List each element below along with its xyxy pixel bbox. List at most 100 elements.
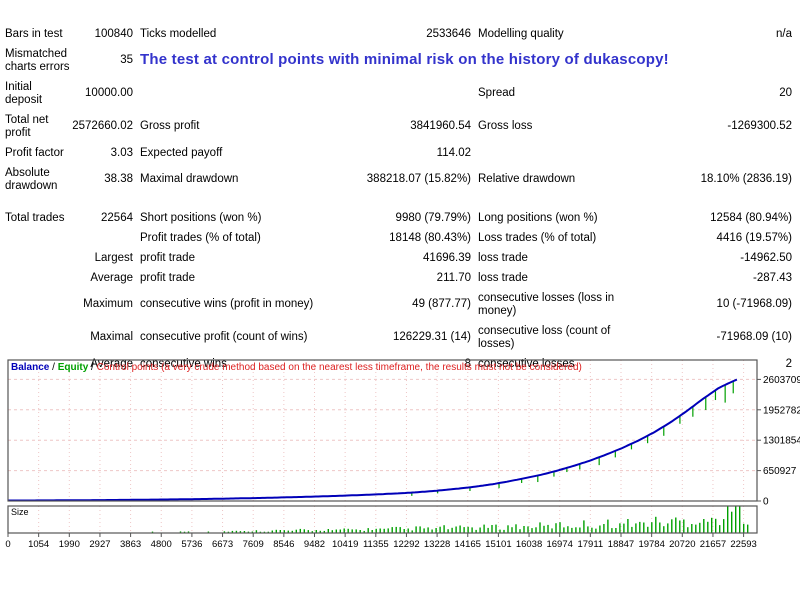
stat-label: Total net profit	[5, 113, 49, 139]
x-axis-label: 7609	[243, 539, 264, 550]
x-axis-label: 16038	[516, 539, 542, 550]
size-bar	[283, 530, 285, 533]
stat-value	[338, 77, 471, 110]
size-bar	[351, 529, 353, 533]
stat-value: 18148 (80.43%)	[389, 231, 471, 244]
size-bar	[675, 517, 677, 533]
size-bar	[391, 527, 393, 533]
stat-value: Average	[90, 271, 133, 284]
size-bar	[551, 528, 553, 533]
stat-label: profit trade	[140, 271, 195, 284]
stat-label: consecutive loss (count of losses)	[478, 324, 611, 350]
stat-label: Absolute drawdown	[5, 166, 58, 192]
size-bar	[715, 518, 717, 533]
size-bar	[615, 528, 617, 533]
stat-value: n/a	[776, 27, 792, 40]
size-bar	[547, 524, 549, 533]
report-row: Total net profit 2572660.02 Gross profit 38…	[5, 110, 792, 143]
stat-value: 100840	[94, 27, 133, 40]
size-bar	[235, 530, 238, 533]
stat-value: 114.02	[436, 146, 471, 159]
size-bar	[647, 526, 649, 533]
size-bar	[711, 517, 713, 533]
size-bar	[403, 529, 405, 533]
size-bar	[339, 529, 341, 533]
headline: The test at control points with minimal …	[140, 51, 669, 68]
size-bar	[395, 526, 397, 533]
spacer-row	[5, 196, 792, 208]
size-bar	[703, 519, 705, 533]
size-bar	[367, 528, 369, 533]
x-axis-label: 11355	[363, 539, 389, 550]
stat-value: 4416 (19.57%)	[716, 231, 792, 244]
size-bar	[595, 528, 597, 533]
stat-value: 126229.31 (14)	[392, 331, 471, 343]
size-bar	[487, 527, 489, 533]
size-bar	[423, 528, 425, 533]
x-axis-label: 2927	[89, 539, 110, 550]
stat-value: 10000.00	[85, 87, 133, 99]
y-axis-label: 1301854	[763, 436, 800, 447]
balance-chart: 0 650927 1301854 1952782 2603709 0 1054 1990 292…	[5, 359, 800, 550]
stat-value: Largest	[94, 251, 133, 264]
size-bar	[239, 531, 242, 533]
size-bar	[299, 528, 301, 533]
size-bar	[243, 531, 246, 533]
size-bar	[383, 528, 385, 533]
size-bar	[295, 529, 297, 533]
stat-value: 9980 (79.79%)	[395, 211, 471, 224]
size-bar	[439, 526, 441, 533]
size-bar	[643, 522, 645, 533]
size-bar	[587, 526, 589, 533]
size-bar	[607, 519, 609, 533]
size-bar	[511, 527, 513, 533]
stat-value: 22564	[101, 211, 133, 224]
size-bar	[279, 530, 281, 533]
report-row: Largest profit trade 41696.39 loss trade -14…	[5, 248, 792, 268]
size-bar	[223, 531, 226, 533]
size-bar	[415, 526, 417, 533]
size-bar	[311, 531, 313, 533]
x-axis-label: 22593	[730, 539, 756, 550]
size-bar	[455, 526, 457, 533]
size-bar	[307, 530, 309, 533]
size-bar	[727, 506, 729, 533]
report-row: Maximal consecutive profit (count of wins…	[5, 321, 792, 354]
stat-value	[636, 143, 792, 163]
stat-value: 38.38	[104, 173, 133, 185]
stat-label: Bars in test	[5, 27, 63, 40]
report-table: Bars in test 100840 Ticks modelled 2533646 M…	[5, 24, 792, 374]
size-bar	[435, 528, 437, 533]
stat-label: consecutive losses (loss in money)	[478, 291, 615, 317]
size-bar	[479, 527, 481, 533]
stat-label: Gross profit	[140, 120, 200, 132]
size-bar	[319, 530, 321, 533]
size-bar	[563, 527, 565, 533]
size-bar	[507, 525, 509, 533]
stat-label: Short positions (won %)	[140, 211, 262, 224]
size-bar	[743, 523, 745, 533]
stat-value: 2572660.02	[72, 120, 133, 132]
size-bar	[611, 528, 613, 533]
stat-label: Maximal drawdown	[140, 173, 239, 185]
size-bar	[251, 531, 254, 533]
stat-value: -71968.09 (10)	[716, 331, 792, 343]
size-bar	[275, 529, 277, 533]
stat-value: 10 (-71968.09)	[716, 298, 792, 310]
size-bar	[407, 528, 409, 533]
size-bar	[655, 516, 657, 533]
size-bar	[495, 524, 497, 533]
size-bar	[271, 530, 273, 533]
size-bar	[559, 522, 561, 533]
size-bar	[231, 530, 234, 533]
size-bar	[179, 531, 182, 533]
x-axis-label: 13228	[424, 539, 450, 550]
stat-label	[5, 268, 71, 288]
stat-label	[5, 248, 71, 268]
x-axis-label: 8546	[273, 539, 294, 550]
size-bar	[523, 526, 525, 533]
size-bar	[671, 519, 673, 533]
stat-label: Loss trades (% of total)	[478, 231, 597, 244]
x-axis-label: 10419	[332, 539, 358, 550]
